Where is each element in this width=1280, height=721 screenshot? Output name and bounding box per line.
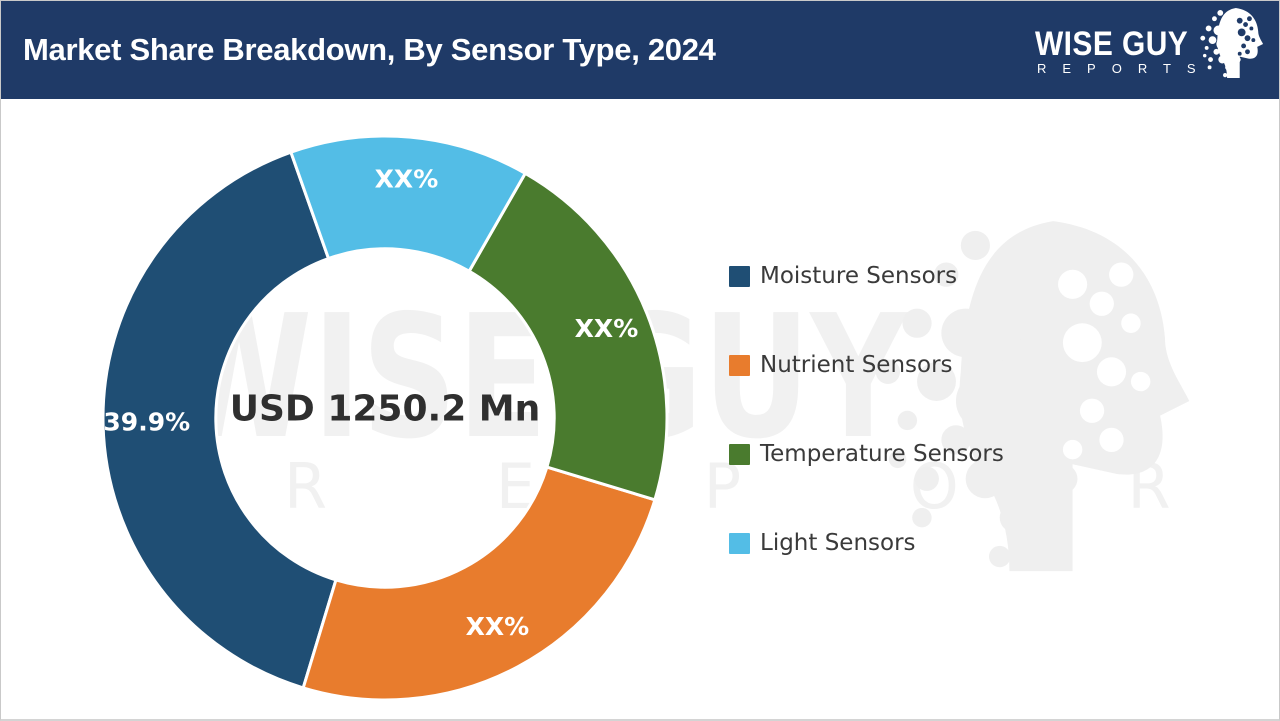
legend-swatch [729,443,750,465]
wise-guy-reports-logo: WISE GUY REPORTS [1035,1,1265,99]
logo-sub-text: REPORTS [1037,61,1212,76]
legend-item-nutrient-sensors: Nutrient Sensors [729,351,1004,379]
slice-label-light-sensors: XX% [375,165,439,194]
legend-item-temperature-sensors: Temperature Sensors [729,440,1004,468]
wedge-light-sensors [289,134,527,273]
chart-legend: Moisture Sensors Nutrient Sensors Temperat… [729,262,1004,618]
legend-swatch [729,265,750,287]
legend-label: Nutrient Sensors [760,352,953,378]
slice-label-nutrient-sensors: XX% [466,612,530,641]
donut-chart: 39.9% XX% XX% XX% [101,134,669,702]
page-title: Market Share Breakdown, By Sensor Type, … [23,32,716,67]
legend-label: Moisture Sensors [760,263,958,289]
slice-label-temperature-sensors: XX% [575,314,639,343]
legend-label: Light Sensors [760,530,916,556]
legend-item-light-sensors: Light Sensors [729,529,1004,557]
legend-swatch [729,354,750,376]
legend-label: Temperature Sensors [760,441,1004,467]
chart-center-value: USD 1250.2 Mn [229,388,541,430]
header-bar: Market Share Breakdown, By Sensor Type, … [1,1,1279,99]
legend-item-moisture-sensors: Moisture Sensors [729,262,1004,290]
wedge-temperature-sensors [467,171,669,502]
logo-name-text: WISE GUY [1035,25,1189,63]
watermark-head-icon [875,221,1190,572]
logo-head-icon [1200,8,1264,79]
slice-label-moisture-sensors: 39.9% [103,407,190,436]
wedge-moisture-sensors [101,150,338,690]
legend-swatch [729,532,750,554]
wedge-nutrient-sensors [301,465,657,702]
